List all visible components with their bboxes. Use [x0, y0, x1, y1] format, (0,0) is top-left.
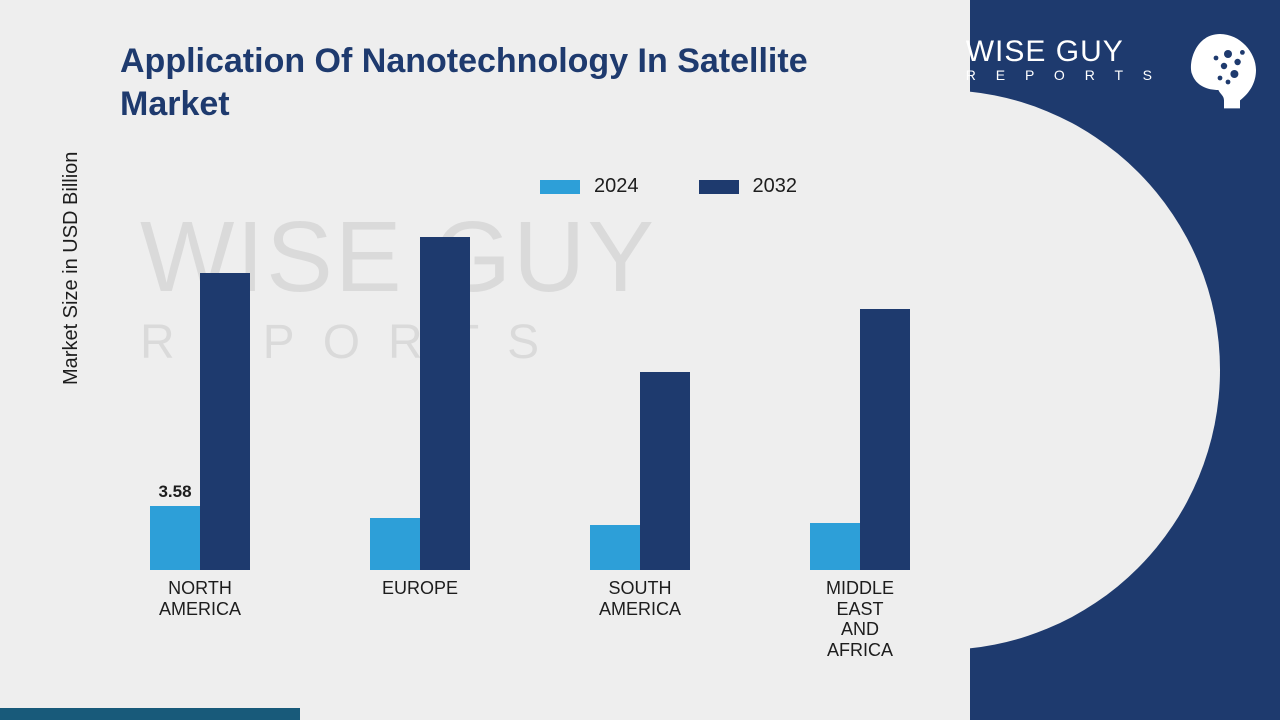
y-axis-label: Market Size in USD Billion: [60, 152, 83, 385]
bar: [150, 506, 200, 570]
bar-plot: 3.58: [110, 210, 970, 570]
legend-label-2024: 2024: [594, 175, 639, 198]
bar: [590, 525, 640, 570]
chart-legend: 2024 2032: [540, 175, 797, 198]
bar-value-label: 3.58: [145, 482, 205, 502]
legend-swatch-2024: [540, 180, 580, 194]
chart-plot-area: 3.58: [110, 210, 970, 570]
brand-logo: WISE GUY R E P O R T S: [966, 35, 1160, 83]
x-axis-label: NORTHAMERICA: [120, 578, 280, 619]
bar: [640, 372, 690, 570]
bar: [370, 518, 420, 570]
legend-item-2032: 2032: [699, 175, 798, 198]
bottom-accent-bar: [0, 708, 300, 720]
x-axis-label: EUROPE: [340, 578, 500, 599]
logo-text-sub: R E P O R T S: [966, 67, 1160, 83]
legend-swatch-2032: [699, 180, 739, 194]
bar: [810, 523, 860, 570]
legend-label-2032: 2032: [753, 175, 798, 198]
bar: [420, 237, 470, 570]
legend-item-2024: 2024: [540, 175, 639, 198]
logo-head-icon: [1180, 30, 1260, 110]
logo-text-main: WISE GUY: [966, 35, 1160, 69]
x-axis-label: MIDDLEEASTANDAFRICA: [780, 578, 940, 661]
bar: [860, 309, 910, 570]
chart-title: Application Of Nanotechnology In Satelli…: [120, 40, 840, 125]
x-axis-label: SOUTHAMERICA: [560, 578, 720, 619]
bar: [200, 273, 250, 570]
chart-canvas: WISE GUY REPORTS Application Of Nanotech…: [0, 0, 1280, 720]
